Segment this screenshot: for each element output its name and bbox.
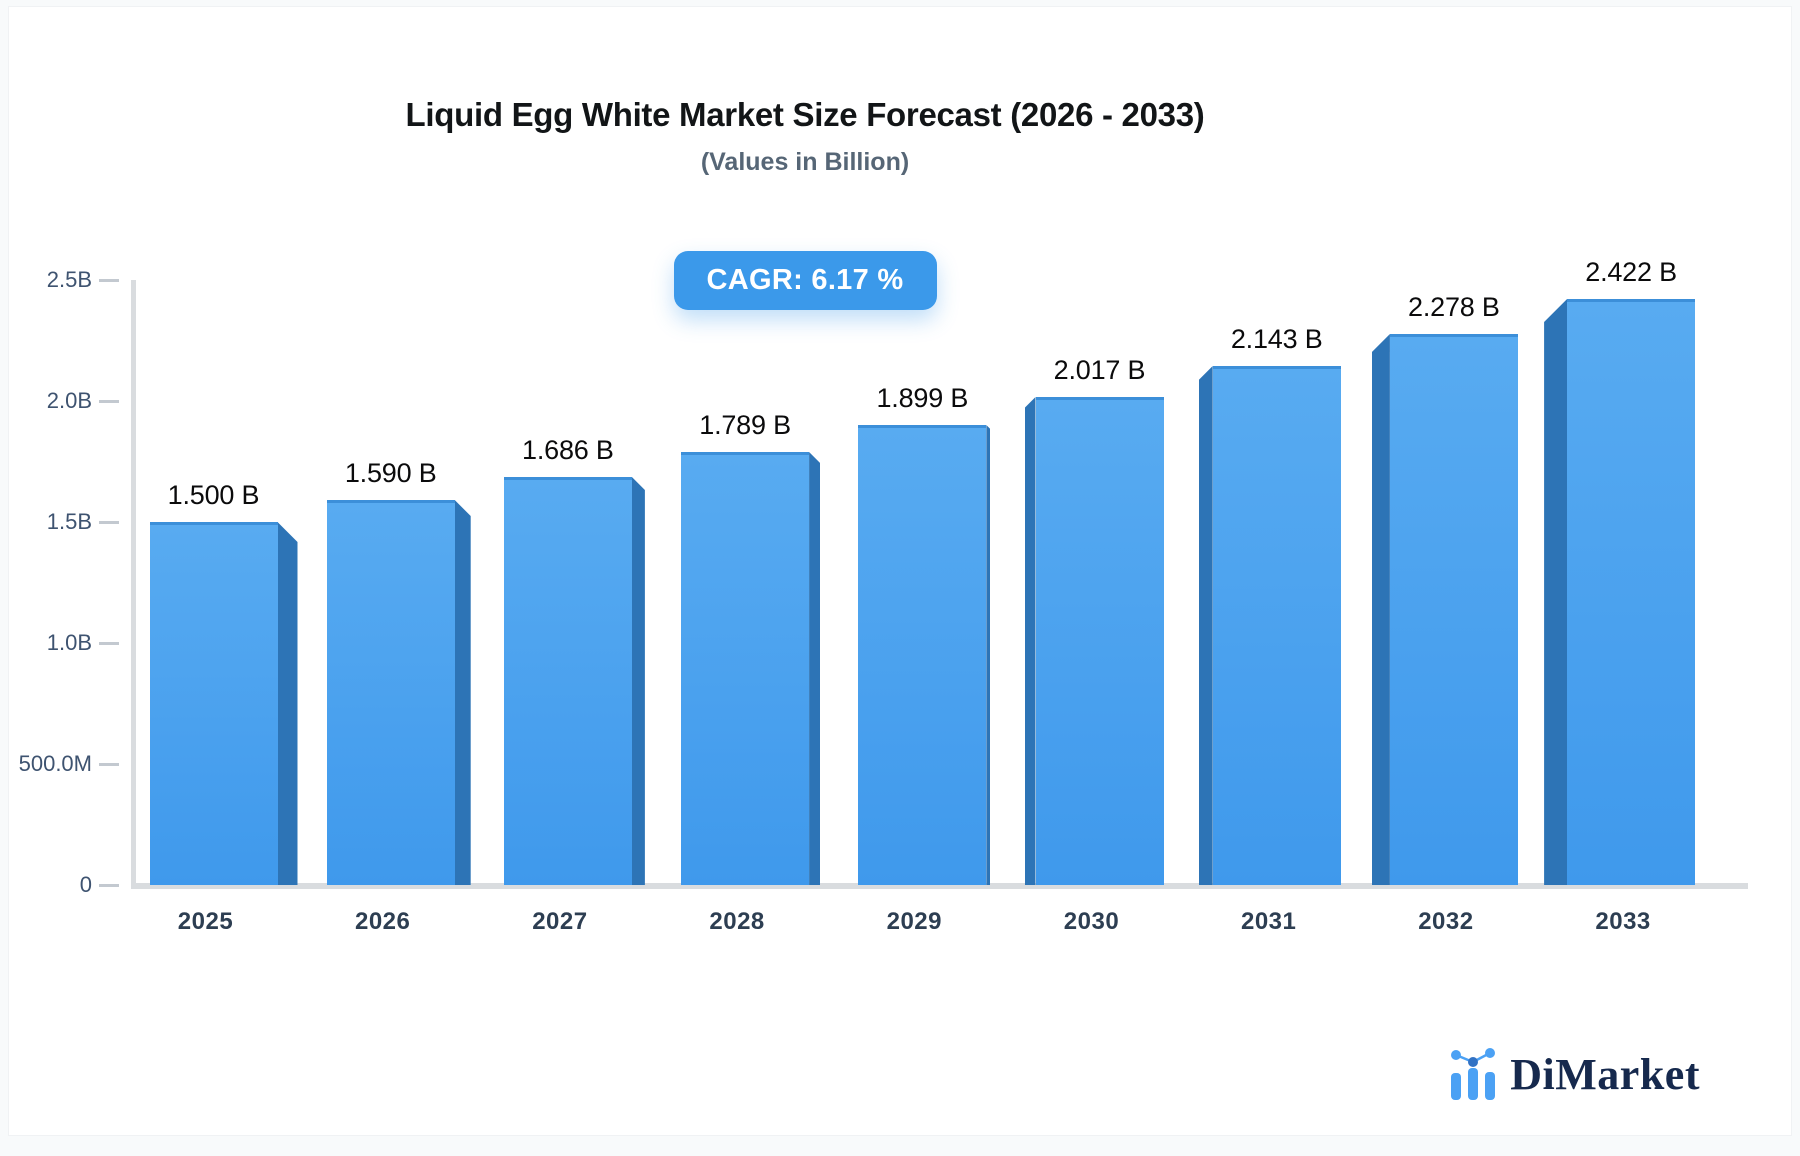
bar: [503, 477, 645, 885]
bar-value-label: 1.590 B: [344, 458, 437, 488]
x-tick-label: 2027: [532, 908, 588, 935]
bar-side-panel: [1198, 366, 1213, 885]
y-tick-label: 500.0M: [18, 751, 92, 776]
logo-wordmark: DiMarket: [1510, 1049, 1700, 1099]
chart-subtitle: (Values in Billion): [700, 148, 910, 176]
bar-face: [1389, 334, 1518, 885]
bar-face: [1212, 366, 1341, 885]
bar: [1371, 334, 1518, 885]
y-axis-line: [131, 280, 136, 889]
y-tick-dash: [99, 521, 119, 524]
bar: [858, 425, 991, 885]
bar-side-panel: [1544, 299, 1568, 885]
bar-face: [1035, 397, 1164, 885]
bar-line-chart-icon: [1451, 1048, 1496, 1100]
bar-face: [503, 477, 632, 885]
bar-face: [149, 522, 278, 885]
dimarket-logo: DiMarket: [1448, 1046, 1700, 1102]
bar-value-label: 2.143 B: [1230, 324, 1323, 354]
bar-side-panel: [1024, 397, 1036, 885]
bar: [149, 522, 298, 885]
y-tick-dash: [99, 642, 119, 645]
x-tick-label: 2028: [709, 908, 765, 935]
y-tick-dash: [99, 279, 119, 282]
bar-face: [326, 500, 455, 885]
y-tick-label: 1.0B: [46, 630, 92, 655]
bar: [1544, 299, 1696, 885]
bar-face: [681, 452, 810, 885]
bar: [1024, 397, 1164, 885]
x-tick-label: 2026: [354, 908, 411, 935]
bar-value-label: 2.422 B: [1585, 257, 1677, 287]
bar-face: [858, 425, 987, 885]
bar-side-panel: [454, 500, 471, 885]
bar: [326, 500, 471, 885]
bar-side-panel: [1371, 334, 1390, 885]
bar: [1198, 366, 1341, 885]
bar-side-panel: [277, 522, 298, 885]
x-tick-label: 2030: [1063, 908, 1120, 935]
cagr-badge: CAGR: 6.17 %: [673, 251, 937, 310]
y-tick-dash: [99, 400, 119, 403]
bar-value-label: 1.686 B: [522, 435, 614, 465]
x-tick-label: 2033: [1595, 908, 1651, 935]
x-tick-label: 2029: [886, 908, 942, 935]
y-tick-dash: [99, 763, 119, 766]
y-tick-label: 2.0B: [46, 388, 92, 413]
x-tick-label: 2031: [1240, 908, 1297, 935]
x-axis-baseline: [131, 883, 1748, 889]
y-tick-dash: [99, 884, 119, 887]
y-tick-label: 2.5B: [46, 267, 92, 292]
bar-value-label: 1.789 B: [699, 410, 791, 440]
bar-value-label: 2.278 B: [1408, 292, 1500, 322]
bar-side-panel: [809, 452, 821, 885]
chart-title: Liquid Egg White Market Size Forecast (2…: [405, 96, 1205, 133]
bar-face: [1567, 299, 1696, 885]
bar-value-label: 1.899 B: [876, 383, 969, 413]
x-tick-label: 2032: [1418, 908, 1474, 935]
bar-side-panel: [631, 477, 645, 885]
bar-value-label: 1.500 B: [167, 480, 260, 510]
bar-value-label: 2.017 B: [1053, 355, 1146, 385]
x-tick-label: 2025: [177, 908, 234, 935]
y-tick-label: 1.5B: [46, 509, 92, 534]
bar-side-panel: [986, 425, 991, 885]
y-tick-label: 0: [79, 872, 92, 897]
bar: [681, 452, 821, 885]
